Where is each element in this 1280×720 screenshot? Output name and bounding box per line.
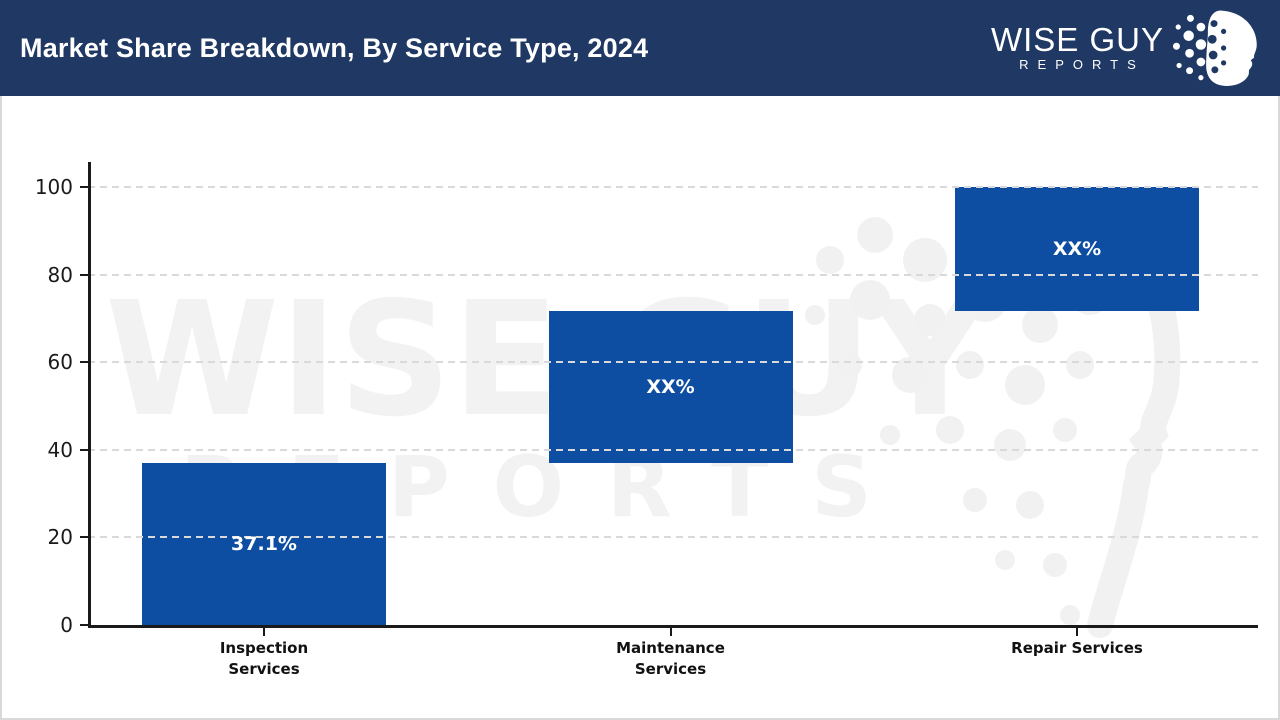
gridline-40 bbox=[88, 448, 1258, 451]
bar-2 bbox=[955, 187, 1199, 312]
category-label-2: Repair Services bbox=[1011, 639, 1143, 657]
y-tick-label-0: 0 bbox=[60, 613, 73, 637]
logo-face-icon bbox=[1172, 10, 1257, 86]
y-tick-80 bbox=[80, 273, 88, 276]
header-bar: Market Share Breakdown, By Service Type,… bbox=[0, 0, 1280, 96]
y-tick-label-100: 100 bbox=[34, 175, 73, 199]
y-tick-label-40: 40 bbox=[47, 437, 73, 462]
logo-wordmark: WISE GUY REPORTS bbox=[991, 23, 1164, 73]
y-axis-line bbox=[88, 162, 91, 628]
category-label-0: Inspection Services bbox=[219, 639, 309, 678]
x-axis-line bbox=[88, 625, 1258, 628]
bar-0 bbox=[142, 462, 386, 625]
y-tick-label-60: 60 bbox=[47, 350, 73, 375]
y-tick-label-20: 20 bbox=[47, 525, 73, 550]
y-tick-label-80: 80 bbox=[47, 262, 73, 287]
bar-label-2: XX% bbox=[1052, 238, 1102, 261]
logo-text-line2: REPORTS bbox=[1019, 57, 1145, 72]
y-tick-20 bbox=[80, 536, 88, 539]
y-tick-0 bbox=[80, 624, 88, 626]
bar-1 bbox=[548, 311, 793, 463]
chart-title: Market Share Breakdown, By Service Type,… bbox=[20, 32, 649, 63]
gridline-60 bbox=[88, 361, 1258, 364]
category-label-1: Maintenance Services bbox=[616, 639, 725, 678]
y-tick-40 bbox=[80, 448, 88, 451]
x-tick-2 bbox=[1076, 628, 1078, 636]
wiseguy-logo: WISE GUY REPORTS bbox=[991, 6, 1262, 90]
y-tick-60 bbox=[80, 361, 88, 364]
gridline-80 bbox=[88, 273, 1258, 276]
x-tick-1 bbox=[669, 628, 672, 636]
y-tick-100 bbox=[80, 186, 88, 188]
bar-label-1: XX% bbox=[646, 375, 695, 398]
bar-label-0: 37.1% bbox=[231, 532, 297, 555]
x-tick-0 bbox=[263, 628, 265, 636]
logo-text-line1: WISE GUY bbox=[990, 21, 1164, 58]
gridline-100 bbox=[88, 186, 1258, 188]
gridline-20 bbox=[88, 536, 1258, 539]
